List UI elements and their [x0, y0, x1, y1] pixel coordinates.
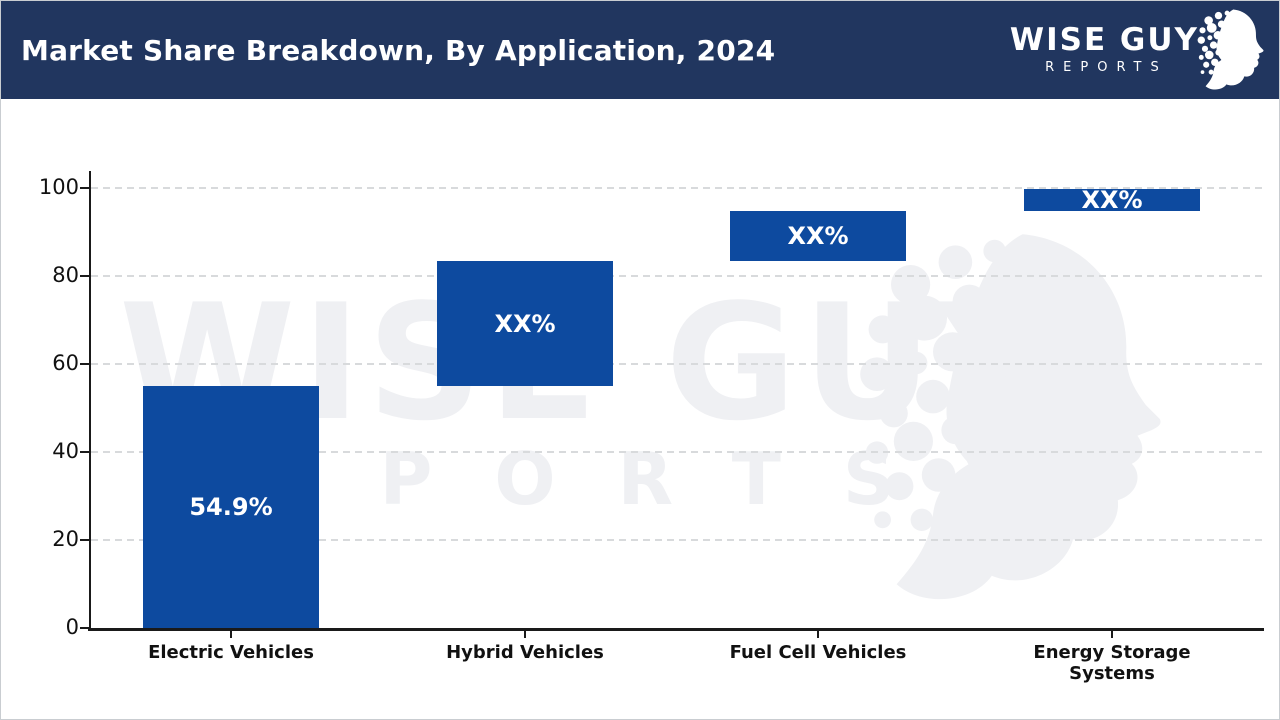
- x-tick-electric-vehicles: [230, 630, 232, 638]
- y-tick-40: [80, 451, 89, 453]
- gridline-80: [91, 275, 1263, 277]
- y-tick-0: [80, 627, 89, 629]
- y-tick-80: [80, 275, 89, 277]
- x-tick-energy-storage-systems: [1111, 630, 1113, 638]
- y-tick-label-60: 60: [52, 351, 79, 375]
- bar-hybrid-vehicles: XX%: [437, 261, 613, 387]
- y-axis-spine: [89, 171, 91, 630]
- gridline-60: [91, 363, 1263, 365]
- x-category-label-fuel-cell-vehicles: Fuel Cell Vehicles: [729, 642, 907, 663]
- y-tick-60: [80, 363, 89, 365]
- y-tick-label-0: 0: [65, 615, 79, 639]
- page-title: Market Share Breakdown, By Application, …: [21, 33, 776, 67]
- x-category-label-electric-vehicles: Electric Vehicles: [148, 642, 314, 663]
- x-tick-fuel-cell-vehicles: [817, 630, 819, 638]
- gridline-100: [91, 187, 1263, 189]
- x-category-label-hybrid-vehicles: Hybrid Vehicles: [446, 642, 604, 663]
- x-category-label-energy-storage-systems: Energy Storage Systems: [1033, 642, 1191, 684]
- dotted-head-icon: [1197, 9, 1264, 90]
- logo-wiseguy-text: WISE GUY: [1009, 22, 1199, 58]
- y-tick-100: [80, 187, 89, 189]
- logo-reports-text: REPORTS: [1045, 60, 1168, 75]
- y-tick-label-100: 100: [38, 175, 79, 199]
- bar-energy-storage-systems: XX%: [1024, 186, 1200, 215]
- y-tick-20: [80, 539, 89, 541]
- bar-value-label-fuel-cell-vehicles: XX%: [787, 222, 849, 251]
- y-tick-label-20: 20: [52, 527, 79, 551]
- bar-value-label-hybrid-vehicles: XX%: [494, 309, 556, 338]
- gridline-40: [91, 451, 1263, 453]
- chart-plot-area: 0 20 40 60 80 100 54.9% Electric Vehicles XX% Hyb…: [1, 99, 1279, 719]
- wise-guy-reports-logo: WISE GUY REPORTS: [1010, 1, 1271, 99]
- header-bar: Market Share Breakdown, By Application, …: [1, 1, 1279, 99]
- gridline-20: [91, 539, 1263, 541]
- y-tick-label-80: 80: [52, 263, 79, 287]
- bar-value-label-energy-storage-systems: XX%: [1081, 186, 1143, 215]
- y-tick-label-40: 40: [52, 439, 79, 463]
- x-tick-hybrid-vehicles: [524, 630, 526, 638]
- x-axis-spine: [88, 628, 1264, 631]
- bar-electric-vehicles: 54.9%: [143, 386, 319, 628]
- bar-value-label-electric-vehicles: 54.9%: [189, 493, 273, 522]
- watermark-head-graphic: [860, 234, 1161, 600]
- bar-fuel-cell-vehicles: XX%: [730, 211, 906, 262]
- logo-text: WISE GUY REPORTS: [1009, 22, 1199, 76]
